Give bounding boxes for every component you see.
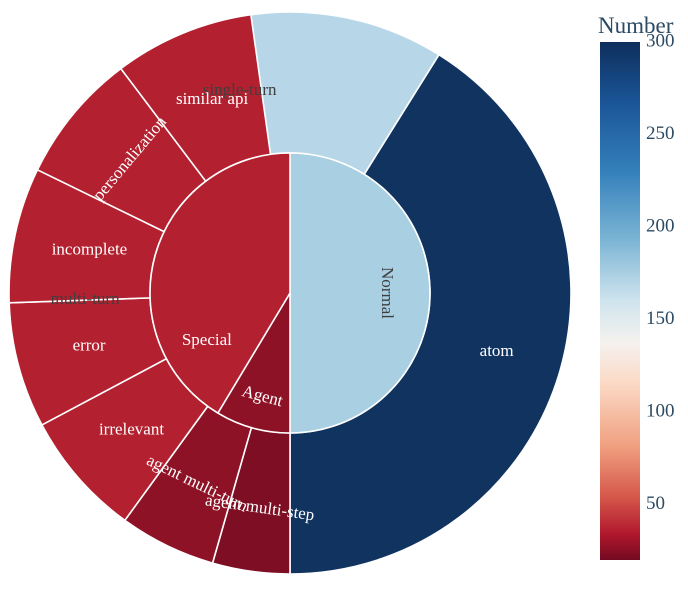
colorbar-title: Number: [598, 13, 674, 38]
sunburst-segment-normal[interactable]: [289, 152, 431, 434]
colorbar-tick-100: 100: [646, 400, 675, 421]
segment-label-error: error: [73, 336, 106, 355]
segment-label-similar-api: similar api: [176, 89, 249, 108]
segment-label-special: Special: [182, 330, 232, 349]
sunburst-segment-special[interactable]: [149, 152, 291, 414]
colorbar-tick-50: 50: [646, 493, 665, 514]
segment-label-irrelevant: irrelevant: [99, 420, 164, 439]
segment-label-single-turn: single-turn: [203, 80, 277, 99]
colorbar-tick-150: 150: [646, 308, 675, 329]
segment-label-normal: Normal: [378, 267, 397, 319]
colorbar-gradient-bar: [600, 42, 640, 560]
colorbar-tick-labels: 300 250 200 150 100 50: [646, 30, 675, 514]
colorbar: Number 300 250 200 150 100 50: [598, 13, 675, 560]
colorbar-tick-200: 200: [646, 215, 675, 236]
colorbar-tick-300: 300: [646, 30, 675, 51]
colorbar-tick-250: 250: [646, 123, 675, 144]
inner-ring: [149, 152, 431, 434]
segment-label-atom: atom: [480, 341, 514, 360]
segment-label-multi-turn: multi-turn: [51, 289, 120, 308]
segment-label-incomplete: incomplete: [52, 239, 128, 258]
